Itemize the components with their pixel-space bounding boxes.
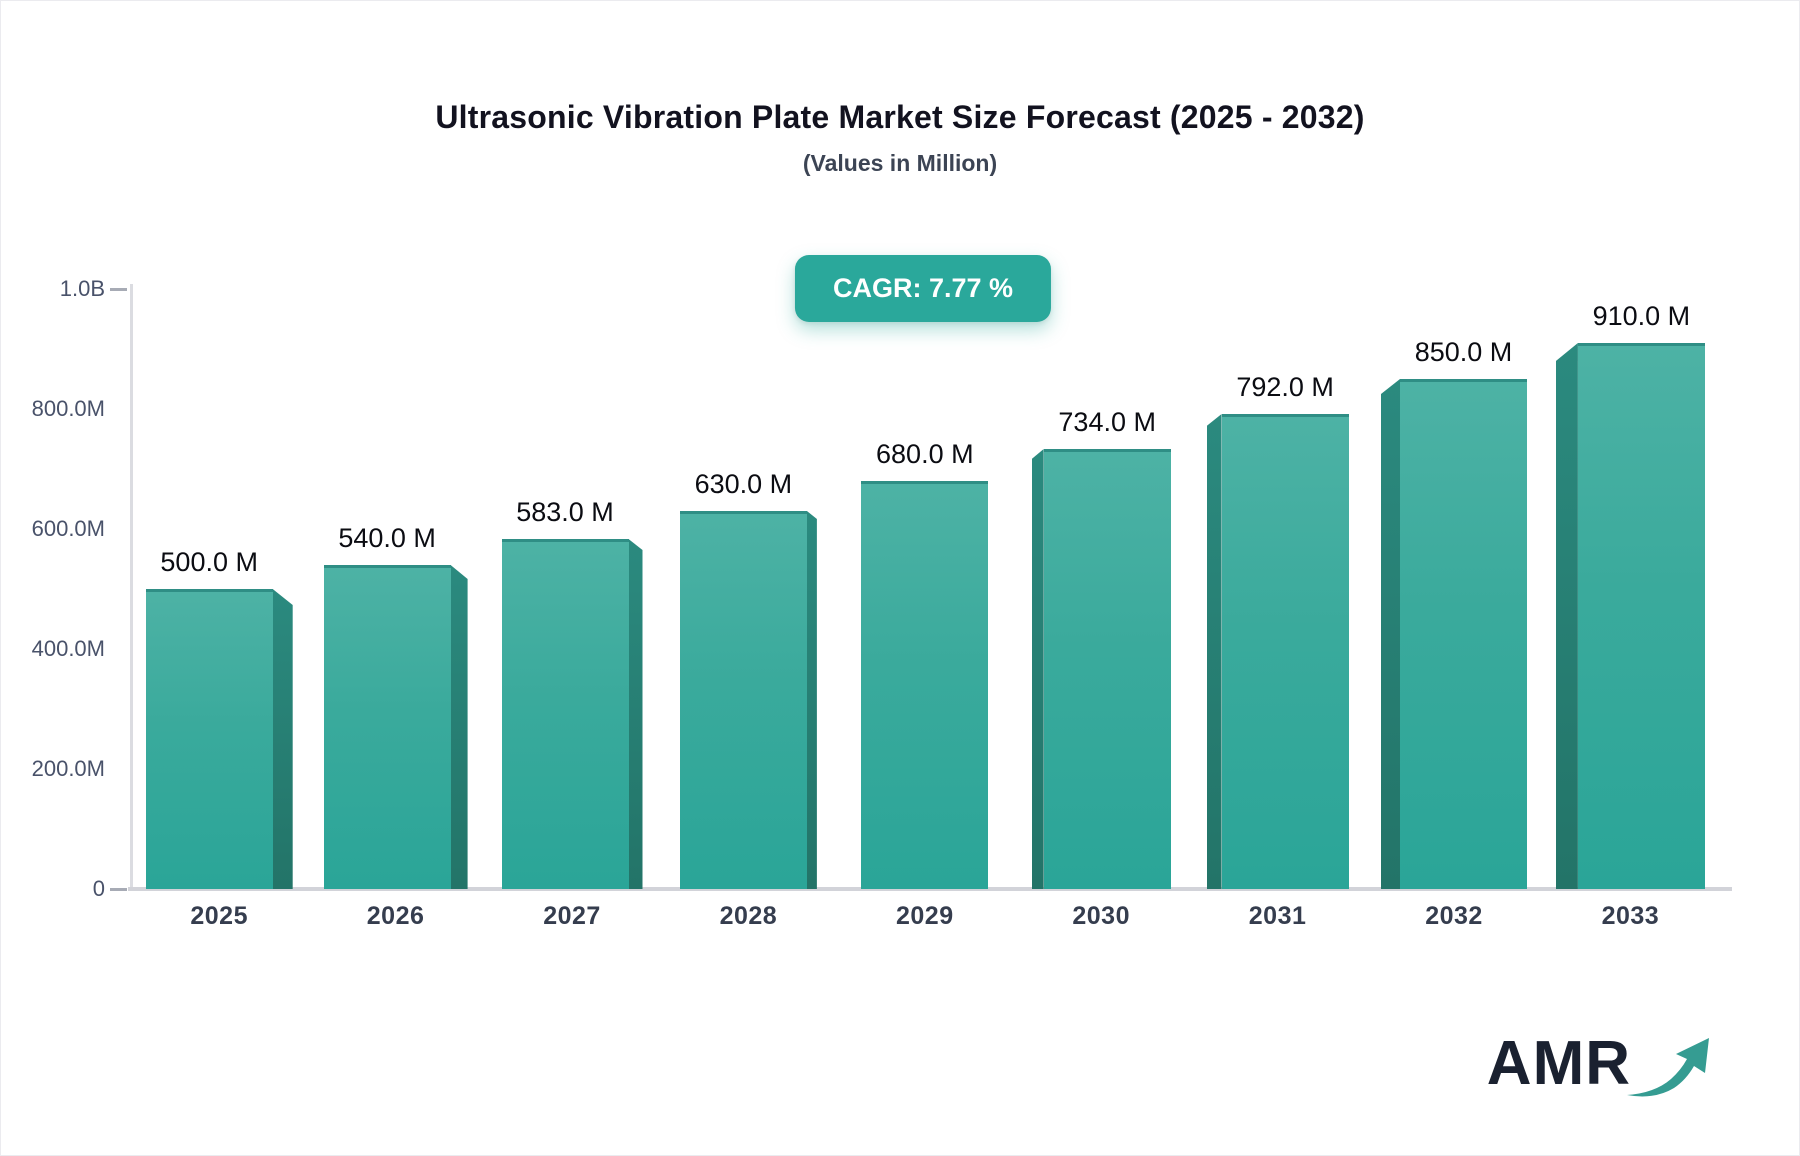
bar-3d-side: [1555, 343, 1578, 889]
bar-face: [501, 539, 629, 889]
y-axis-tick-mark: [110, 888, 127, 891]
bar-face: [679, 511, 807, 889]
x-axis-label-2031: 2031: [1248, 902, 1307, 930]
bar-3d-side: [1381, 379, 1400, 889]
bar-3d-side: [628, 539, 643, 889]
x-axis-label-2028: 2028: [719, 902, 778, 930]
bar-group-2032: [1381, 379, 1527, 889]
bar-group-2028: [679, 511, 817, 889]
x-axis-label-2032: 2032: [1425, 902, 1483, 930]
y-axis-label-1.0B: 1.0B: [59, 276, 105, 301]
bar-3d-side: [1206, 414, 1222, 889]
bar-value-label: 500.0 M: [160, 547, 258, 577]
y-axis-label-800.0M: 800.0M: [31, 396, 105, 421]
bar-face: [861, 481, 989, 889]
bar-3d-side: [806, 511, 817, 889]
y-axis-line: [130, 284, 133, 889]
bar-group-2026: [323, 565, 468, 889]
x-axis-label-2033: 2033: [1601, 902, 1660, 930]
chart-title: Ultrasonic Vibration Plate Market Size F…: [435, 99, 1365, 135]
bar-3d-side: [272, 589, 293, 889]
bar-group-2031: [1206, 414, 1349, 889]
bar-group-2030: [1031, 449, 1171, 889]
bar-value-label: 680.0 M: [876, 439, 974, 469]
bar-face: [1043, 449, 1171, 889]
y-axis-label-400.0M: 400.0M: [31, 636, 105, 661]
bar-value-label: 850.0 M: [1414, 337, 1513, 367]
x-axis-label-2027: 2027: [543, 902, 601, 930]
x-axis-label-2025: 2025: [190, 902, 248, 930]
y-axis-label-600.0M: 600.0M: [31, 516, 105, 541]
x-axis-label-2029: 2029: [895, 902, 954, 930]
y-axis-label-200.0M: 200.0M: [31, 756, 105, 781]
bar-value-label: 540.0 M: [338, 523, 436, 553]
x-axis-baseline: [128, 887, 1732, 891]
brand-logo-text: AMR: [1486, 1029, 1631, 1098]
bar-value-label: 734.0 M: [1058, 407, 1156, 437]
brand-logo: AMR: [1487, 1033, 1711, 1106]
bar-face: [1221, 414, 1349, 889]
bar-value-label: 583.0 M: [516, 497, 614, 527]
growth-arrow-icon: [1625, 1035, 1711, 1106]
bar-value-label: 792.0 M: [1236, 372, 1334, 402]
chart-subtitle: (Values in Million): [802, 150, 998, 176]
y-axis-label-0: 0: [92, 876, 105, 901]
cagr-badge: CAGR: 7.77 %: [794, 255, 1052, 322]
bar-face: [323, 565, 451, 889]
bar-group-2029: [861, 481, 989, 889]
x-axis-label-2026: 2026: [366, 902, 425, 930]
bar-group-2027: [501, 539, 643, 889]
x-axis-label-2030: 2030: [1072, 902, 1130, 930]
bar-face: [1400, 379, 1527, 889]
bar-3d-side: [1031, 449, 1044, 889]
bar-face: [1577, 343, 1705, 889]
bar-face: [145, 589, 273, 889]
bar-group-2025: [145, 589, 293, 889]
bar-value-label: 910.0 M: [1592, 301, 1691, 331]
bar-group-2033: [1555, 343, 1705, 889]
bar-3d-side: [450, 565, 468, 889]
bar-value-label: 630.0 M: [694, 469, 793, 499]
y-axis-tick-mark: [110, 288, 127, 291]
